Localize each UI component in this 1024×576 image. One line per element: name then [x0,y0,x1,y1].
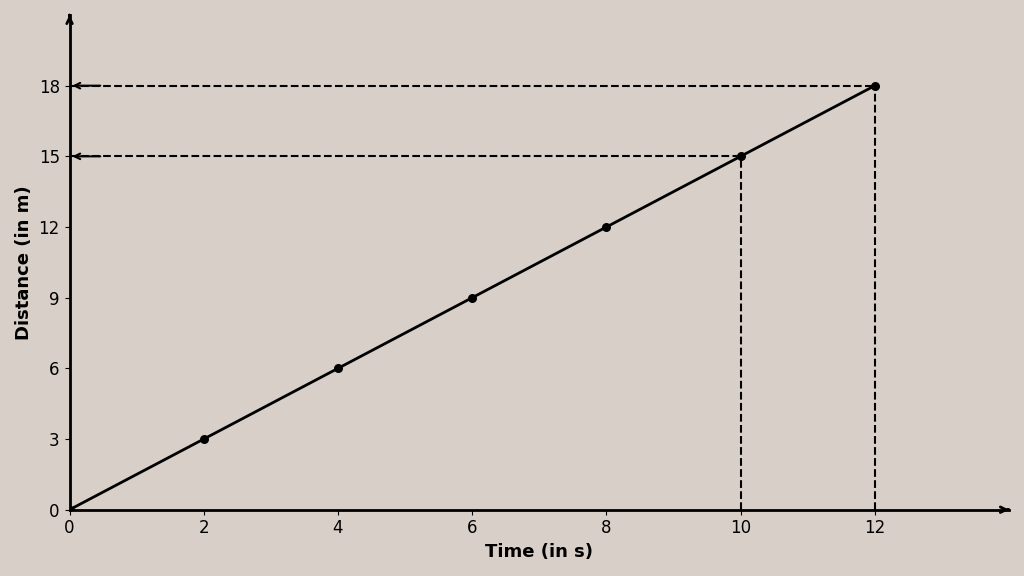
Point [598,222,614,232]
X-axis label: Time (in s): Time (in s) [485,543,593,561]
Point [196,434,212,444]
Point [330,364,346,373]
Point [61,505,78,514]
Point [866,81,883,90]
Point [732,151,749,161]
Point [464,293,480,302]
Y-axis label: Distance (in m): Distance (in m) [15,185,33,340]
